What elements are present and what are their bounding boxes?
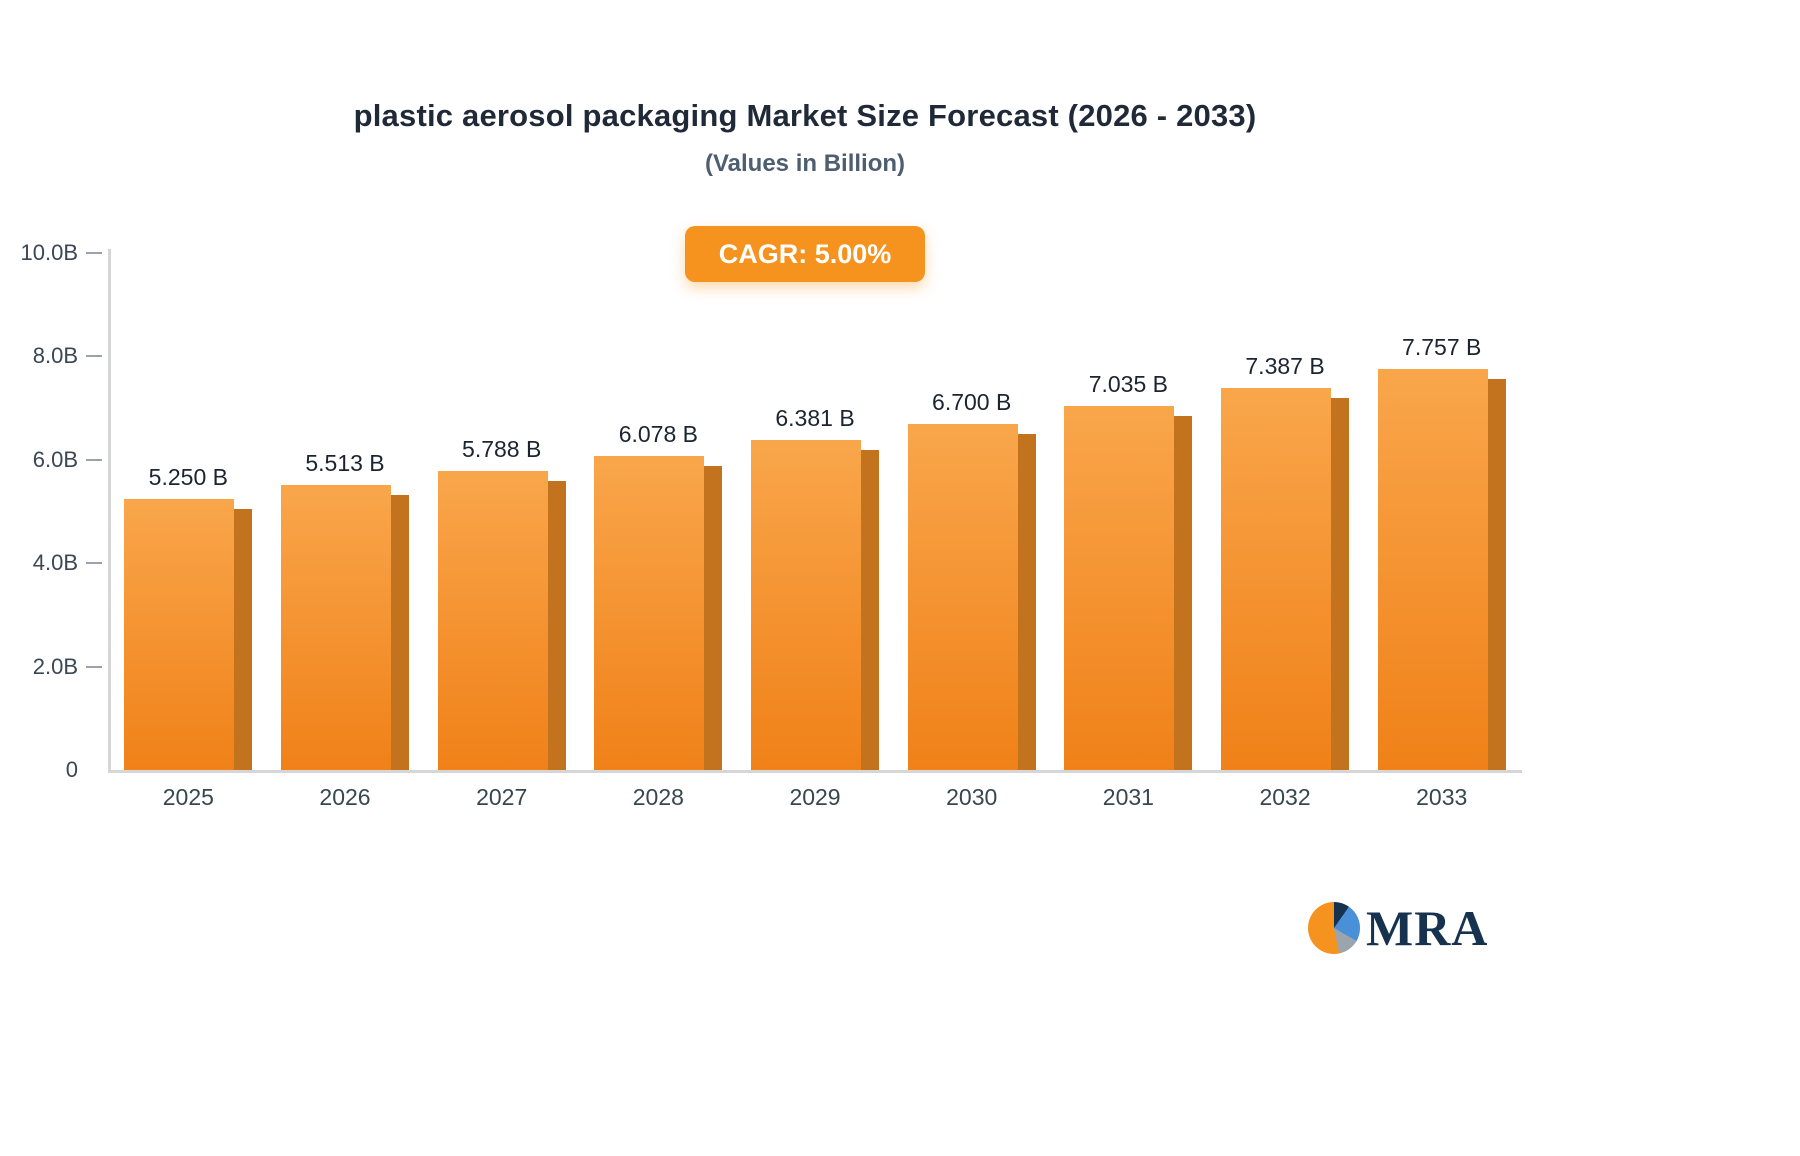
plot-area: 0 2.0B 4.0B 6.0B 8.0B 10.0B 5.250 B 5.513 B 5.7…	[21, 240, 1522, 782]
bar-value-label: 5.250 B	[148, 464, 228, 490]
bar-value-label: 6.078 B	[618, 421, 698, 447]
bar-group: 7.757 B	[1363, 253, 1520, 770]
y-axis-line	[108, 249, 111, 770]
bar-front-face	[1064, 406, 1175, 770]
bar-group: 6.700 B	[893, 253, 1050, 770]
bar-front-face	[437, 471, 548, 770]
bar-group: 7.387 B	[1207, 253, 1364, 770]
bar-value-label: 5.513 B	[305, 450, 385, 476]
bar-2025[interactable]: 5.250 B	[124, 464, 253, 770]
bar-value-label: 6.381 B	[775, 405, 855, 431]
bar-value-label: 6.700 B	[932, 389, 1012, 415]
bar-2029[interactable]: 6.381 B	[751, 405, 880, 770]
bar-side-face	[1487, 379, 1506, 770]
x-axis-label: 2026	[319, 784, 371, 810]
bar-2030[interactable]: 6.700 B	[907, 389, 1036, 770]
y-tick-label: 4.0B	[32, 550, 78, 576]
bar-side-face	[391, 495, 409, 770]
bar-2028[interactable]: 6.078 B	[594, 421, 723, 770]
pie-circle-icon	[1308, 902, 1360, 954]
bar-side-face	[547, 481, 566, 770]
y-tick-mark	[86, 252, 102, 254]
bar-group: 6.381 B	[737, 253, 894, 770]
chart-subtitle: (Values in Billion)	[704, 150, 906, 177]
x-axis-label: 2028	[632, 784, 684, 810]
x-axis-label: 2033	[1416, 784, 1468, 810]
cagr-badge: CAGR: 5.00%	[685, 226, 925, 282]
bar-2031[interactable]: 7.035 B	[1064, 371, 1193, 770]
bars-row: 5.250 B 5.513 B 5.788 B 6.078 B 6.381 B 6.700…	[110, 253, 1520, 770]
cagr-badge-label: CAGR: 5.00%	[718, 238, 892, 269]
bar-front-face	[594, 456, 705, 770]
bar-front-face	[907, 424, 1018, 770]
bar-side-face	[1331, 398, 1350, 770]
x-axis-label: 2027	[476, 784, 528, 810]
bar-side-face	[704, 466, 723, 770]
x-axis-label: 2032	[1259, 784, 1311, 810]
brand-logo-text: MRA	[1366, 900, 1489, 956]
chart-title: plastic aerosol packaging Market Size Fo…	[353, 98, 1257, 133]
y-tick-mark	[86, 562, 102, 565]
bar-2026[interactable]: 5.513 B	[281, 450, 409, 770]
bar-front-face	[1377, 369, 1488, 770]
bar-group: 5.250 B	[110, 253, 267, 770]
bar-side-face	[1174, 416, 1193, 770]
bar-2032[interactable]: 7.387 B	[1221, 353, 1350, 770]
x-axis-line	[108, 770, 1522, 773]
bar-front-face	[751, 440, 862, 770]
bar-value-label: 7.387 B	[1245, 353, 1325, 379]
bar-value-label: 7.757 B	[1402, 334, 1482, 360]
y-tick-label: 8.0B	[32, 343, 78, 369]
y-tick-mark	[86, 665, 102, 668]
brand-logo: MRA	[1308, 902, 1488, 954]
bar-group: 5.513 B	[267, 253, 424, 770]
bar-front-face	[124, 499, 235, 770]
bar-group: 6.078 B	[580, 253, 737, 770]
bar-group: 5.788 B	[423, 253, 580, 770]
bar-value-label: 5.788 B	[462, 436, 542, 462]
x-axis-label: 2031	[1102, 784, 1154, 810]
x-axis-label: 2030	[946, 784, 998, 810]
bar-side-face	[1017, 434, 1036, 770]
bar-2033[interactable]: 7.757 B	[1377, 334, 1506, 770]
y-tick-label: 0	[65, 757, 78, 782]
x-axis-label: 2025	[162, 784, 214, 810]
bar-front-face	[1221, 388, 1332, 770]
y-tick-mark	[86, 355, 102, 358]
bar-side-face	[861, 450, 880, 770]
y-tick-label: 6.0B	[32, 446, 78, 472]
bar-2027[interactable]: 5.788 B	[437, 436, 566, 770]
bar-value-label: 7.035 B	[1088, 371, 1169, 397]
x-axis-label: 2029	[789, 784, 841, 810]
y-tick-label: 2.0B	[32, 653, 78, 679]
x-axis: 2025 2026 2027 2028 2029 2030 2031 2032 2033	[110, 784, 1520, 811]
bar-group: 7.035 B	[1050, 253, 1207, 770]
y-axis: 0 2.0B 4.0B 6.0B 8.0B 10.0B	[0, 240, 110, 782]
y-tick-label: 10.0B	[20, 240, 79, 265]
bar-side-face	[234, 509, 253, 770]
bar-front-face	[281, 485, 391, 770]
y-tick-mark	[86, 458, 102, 461]
